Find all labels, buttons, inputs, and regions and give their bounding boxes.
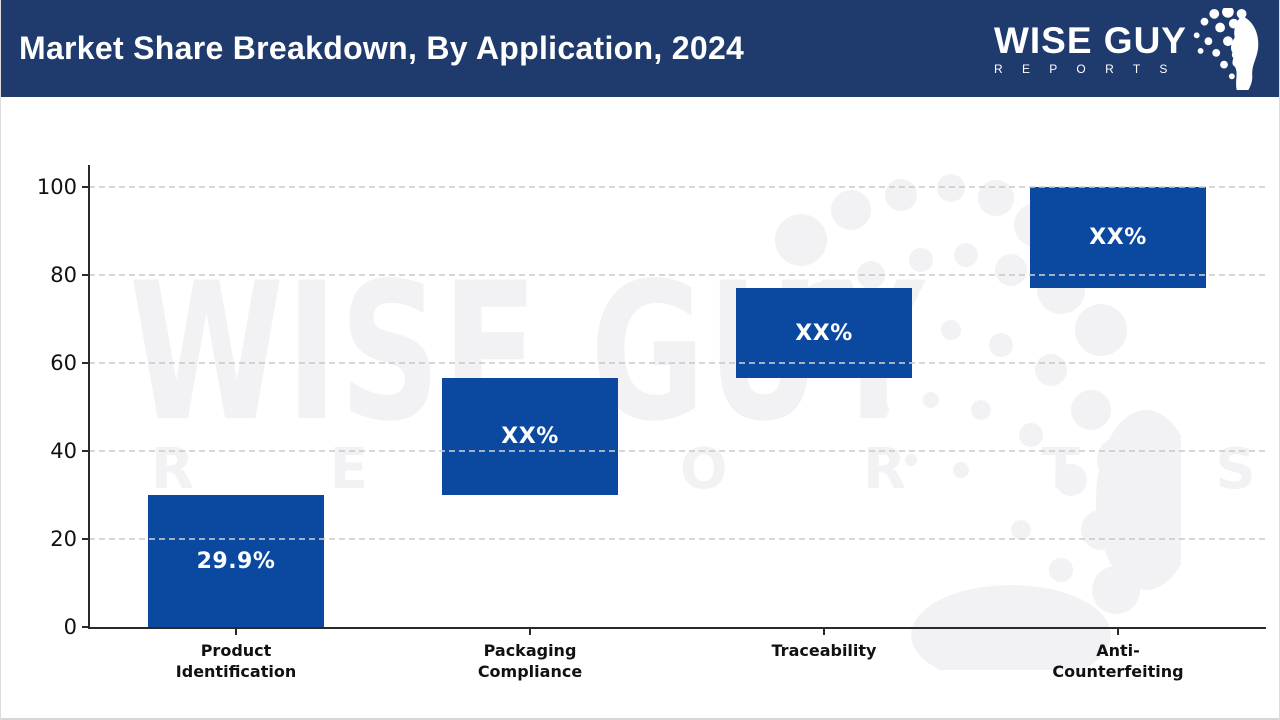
y-axis-line — [88, 165, 90, 629]
bar-traceability: XX% — [736, 288, 912, 378]
gridline-y60 — [89, 362, 1265, 364]
gridline-y100 — [89, 186, 1265, 188]
x-axis-line — [88, 627, 1266, 629]
brand-subtitle: R E P O R T S — [993, 61, 1176, 76]
bar-value-label-traceability: XX% — [795, 320, 853, 346]
x-category-line: Anti- — [1096, 641, 1140, 660]
x-category-line: Identification — [175, 662, 297, 681]
x-category-label-packaging-compliance: Packaging Compliance — [383, 640, 677, 682]
x-category-line: Counterfeiting — [1052, 662, 1184, 681]
page-title: Market Share Breakdown, By Application, … — [19, 30, 745, 66]
header-bar: Market Share Breakdown, By Application, … — [1, 0, 1279, 97]
bar-value-label-anti-counterfeiting: XX% — [1089, 225, 1147, 251]
x-category-line: Product — [200, 641, 272, 660]
y-tick-label-100: 100 — [36, 175, 77, 199]
y-tick-80 — [82, 274, 89, 276]
y-tick-20 — [82, 538, 89, 540]
y-tick-40 — [82, 450, 89, 452]
y-tick-100 — [82, 186, 89, 188]
y-tick-60 — [82, 362, 89, 364]
y-tick-label-80: 80 — [50, 263, 77, 287]
bar-value-label-packaging-compliance: XX% — [501, 424, 559, 450]
gridline-y80 — [89, 274, 1265, 276]
bar-product-identification: 29.9% — [148, 495, 324, 627]
x-category-line: Packaging — [483, 641, 577, 660]
x-category-label-anti-counterfeiting: Anti- Counterfeiting — [971, 640, 1265, 682]
brand-name: WISE GUY — [993, 19, 1187, 61]
y-tick-label-0: 0 — [63, 615, 77, 639]
y-tick-0 — [82, 626, 89, 628]
x-category-label-traceability: Traceability — [677, 640, 971, 661]
bar-anti-counterfeiting: XX% — [1030, 187, 1206, 289]
x-category-line: Compliance — [477, 662, 583, 681]
x-tick-anti-counterfeiting — [1117, 627, 1119, 635]
bar-value-label-product-identification: 29.9% — [196, 548, 276, 574]
x-category-line: Traceability — [771, 641, 877, 660]
brand-logo-text: WISE GUY R E P O R T S — [994, 22, 1187, 76]
y-tick-label-60: 60 — [50, 351, 77, 375]
y-tick-label-40: 40 — [50, 439, 77, 463]
brand-logo: WISE GUY R E P O R T S — [994, 7, 1261, 90]
x-category-label-product-identification: Product Identification — [89, 640, 383, 682]
x-tick-traceability — [823, 627, 825, 635]
brand-face-icon — [1193, 7, 1259, 90]
x-tick-packaging-compliance — [529, 627, 531, 635]
y-tick-label-20: 20 — [50, 527, 77, 551]
x-tick-product-identification — [235, 627, 237, 635]
gridline-y40 — [89, 450, 1265, 452]
bottom-border — [1, 718, 1279, 720]
bar-packaging-compliance: XX% — [442, 377, 618, 496]
gridline-y20 — [89, 538, 1265, 540]
